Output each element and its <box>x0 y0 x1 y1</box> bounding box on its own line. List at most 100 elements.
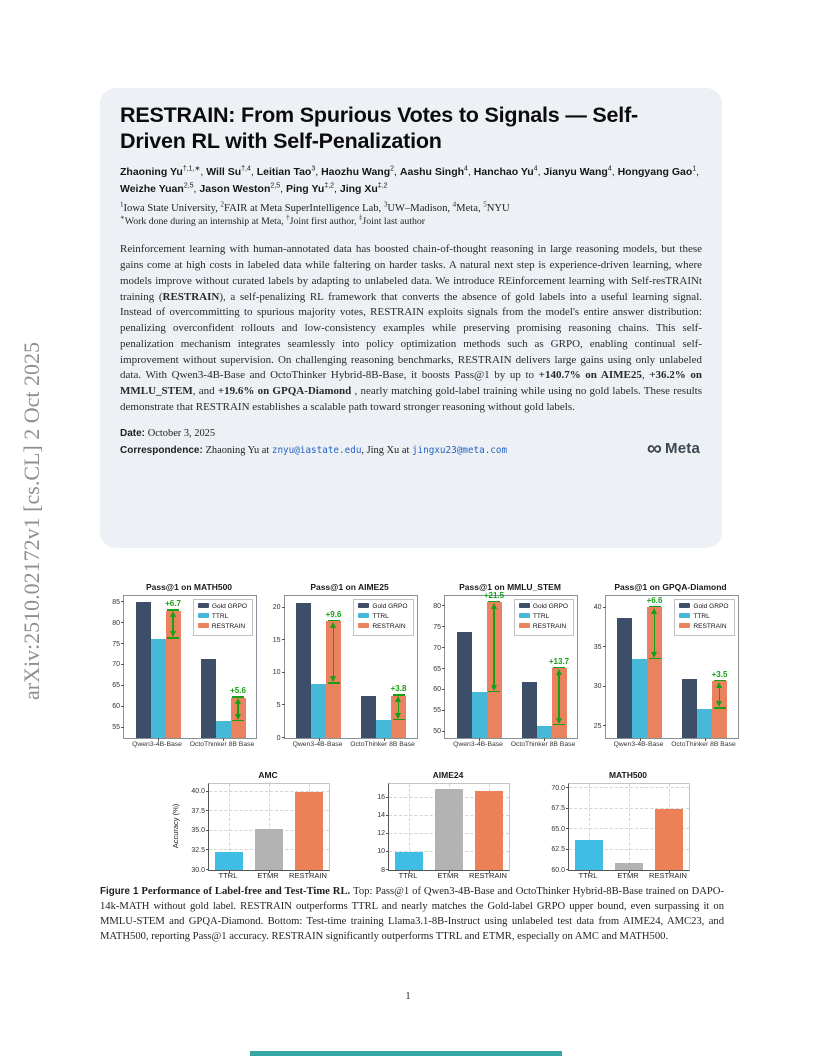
x-category-label: OctoThinker 8B Base <box>350 741 415 748</box>
grid-line-v <box>409 784 410 870</box>
y-tick-label: 67.5 <box>551 805 565 813</box>
y-tick-mark <box>602 725 606 727</box>
legend-entry: RESTRAIN <box>358 622 407 632</box>
legend-swatch <box>518 603 530 608</box>
x-tick-mark <box>383 738 385 741</box>
x-category-label: ETMR <box>257 871 279 880</box>
y-tick-label: 32.5 <box>191 846 205 854</box>
x-tick-mark <box>629 870 630 873</box>
date-label: Date: <box>120 428 146 440</box>
y-tick-label: 70 <box>433 644 441 652</box>
y-tick-mark <box>442 730 445 732</box>
legend-label: RESTRAIN <box>532 623 567 631</box>
y-tick-mark <box>602 646 606 648</box>
legend-entry: RESTRAIN <box>197 622 247 632</box>
abstract-text: Reinforcement learning with human-annota… <box>120 243 703 413</box>
meta-block: Date: October 3, 2025 Correspondence: Zh… <box>120 426 702 460</box>
arrow-down-head <box>716 701 722 708</box>
top-chart: Pass@1 on MMLU_STEM 50 55 60 65 70 75 80 +21.5 +1… <box>418 582 579 760</box>
legend-swatch <box>679 603 691 608</box>
y-tick-mark <box>566 848 569 850</box>
x-tick-mark <box>704 738 706 741</box>
bar-ttrl <box>150 638 166 738</box>
y-tick-mark <box>206 810 209 812</box>
y-tick-label: 40 <box>593 604 602 612</box>
bar-ttrl <box>376 720 391 738</box>
annotation-arrow-line <box>172 613 174 636</box>
annotation-gain-label: +5.6 <box>230 686 246 696</box>
legend-label: TTRL <box>372 613 389 621</box>
arrow-up-head <box>651 607 657 614</box>
bar-ttrl <box>536 725 552 738</box>
meta-logo: ∞ Meta <box>647 437 700 460</box>
bottom-chart: AMC 30.0 32.5 35.0 37.5 40.0 Accuracy (%) TTRL E… <box>170 770 330 880</box>
arrow-up-head <box>330 621 336 628</box>
arrow-up-head <box>169 611 176 618</box>
legend-swatch <box>679 613 691 619</box>
grid-line-v <box>269 784 270 870</box>
chart-plot-area: 30.0 32.5 35.0 37.5 40.0 <box>191 783 330 874</box>
date-value: October 3, 2025 <box>147 428 216 440</box>
x-category-label: Qwen3-4B-Base <box>132 741 182 748</box>
top-charts-row: Pass@1 on MATH500 55 60 65 70 75 80 85 +6.7 +5.6 G… <box>97 582 739 760</box>
chart-legend: Gold GRPO TTRL RESTRAIN <box>192 599 253 636</box>
annotation-gain-label: +6.6 <box>646 595 663 605</box>
correspondence-label: Correspondence: <box>120 444 203 456</box>
legend-swatch <box>358 603 370 608</box>
top-chart: Pass@1 on MATH500 55 60 65 70 75 80 85 +6.7 +5.6 G… <box>97 582 258 760</box>
annotation-gain-label: +9.6 <box>325 609 342 619</box>
author-footnote: ∗Work done during an internship at Meta,… <box>120 214 426 228</box>
correspondence-value: Zhaoning Yu at znyu@iastate.edu, Jing Xu… <box>205 444 508 456</box>
arrow-up-head <box>234 698 241 705</box>
y-tick-label: 12 <box>377 830 385 838</box>
annotation-cap <box>553 723 565 726</box>
y-tick-label: 65 <box>433 665 441 673</box>
y-tick-label: 16 <box>377 794 385 802</box>
y-axis-label: Accuracy (%) <box>171 803 180 849</box>
x-category-label: TTRL <box>218 871 238 880</box>
email-link[interactable]: znyu@iastate.edu <box>271 444 362 456</box>
x-category-label: TTRL <box>578 871 598 880</box>
email-link[interactable]: jingxu23@meta.com <box>411 444 508 456</box>
legend-label: Gold GRPO <box>211 603 247 610</box>
y-tick-mark <box>121 705 124 707</box>
x-category-label: OctoThinker 8B Base <box>189 741 255 748</box>
chart-plot-area: 25 30 35 40 +6.6 +3.5 Gold GRPO TTRL RESTRAIN <box>594 595 739 741</box>
chart-title: Pass@1 on MMLU_STEM <box>459 582 561 592</box>
annotation-cap <box>232 719 244 722</box>
annotation-cap <box>488 690 500 693</box>
annotation-gain-label: +3.8 <box>390 684 407 694</box>
y-tick-label: 14 <box>377 812 385 820</box>
chart-title: Pass@1 on MATH500 <box>145 582 233 592</box>
annotation-cap <box>392 694 405 696</box>
x-tick-mark <box>229 870 230 873</box>
legend-entry: Gold GRPO <box>518 602 568 612</box>
top-chart: Pass@1 on AIME25 0 5 10 15 20 +9.6 +3.8 Gold GRP… <box>258 582 419 760</box>
arrow-down-head <box>169 631 176 638</box>
y-tick-mark <box>281 639 285 641</box>
arrow-down-head <box>651 651 657 658</box>
x-category-label: TTRL <box>398 871 418 880</box>
legend-swatch <box>197 613 209 619</box>
chart-title: MATH500 <box>608 770 648 780</box>
annotation-arrow-line <box>397 698 400 718</box>
y-tick-label: 35.0 <box>191 827 205 835</box>
y-tick-mark <box>206 790 209 792</box>
arrow-up-head <box>716 681 722 688</box>
y-tick-mark <box>442 647 445 649</box>
x-tick-mark <box>223 738 224 741</box>
y-tick-label: 8 <box>381 866 385 874</box>
y-tick-label: 75 <box>433 623 441 631</box>
x-category-label: Qwen3-4B-Base <box>453 741 503 748</box>
y-tick-label: 60.0 <box>551 866 565 874</box>
arrow-up-head <box>395 696 401 703</box>
legend-swatch <box>197 623 209 629</box>
arxiv-sidebar-label: arXiv:2510.02172v1 [cs.CL] 2 Oct 2025 <box>19 341 44 701</box>
annotation-cap <box>392 718 405 721</box>
y-tick-label: 65.0 <box>551 825 565 833</box>
x-category-label: RESTRAIN <box>469 871 507 880</box>
annotation-arrow-line <box>493 605 495 690</box>
y-tick-label: 5 <box>276 701 281 709</box>
annotation-arrow-line <box>332 624 335 681</box>
y-tick-mark <box>386 796 389 798</box>
